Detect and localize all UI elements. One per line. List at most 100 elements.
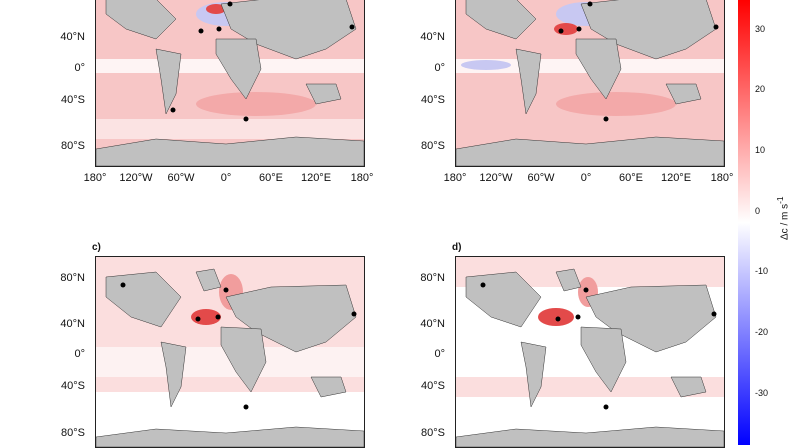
ytick: 40°N xyxy=(420,31,445,43)
ytick: 0° xyxy=(434,348,445,360)
colorbar-tick: 20 xyxy=(755,84,766,94)
xtick: 60°W xyxy=(167,172,195,184)
ytick: 0° xyxy=(74,62,85,74)
colorbar-tick: -10 xyxy=(755,266,769,276)
land-eurasia xyxy=(220,0,357,60)
station-marker xyxy=(223,287,229,293)
ytick: 80°S xyxy=(421,140,445,152)
station-marker xyxy=(576,26,582,32)
land-eurasia xyxy=(585,284,717,353)
land-africa xyxy=(580,326,627,393)
land-greenland xyxy=(195,268,222,292)
colorbar-tick: -30 xyxy=(755,388,769,398)
station-marker xyxy=(713,24,719,30)
colorbar-title-sup: -1 xyxy=(775,196,785,204)
land-eurasia xyxy=(225,284,357,353)
ytick: 40°S xyxy=(61,94,85,106)
land-australia xyxy=(310,376,347,398)
map-d xyxy=(455,256,725,448)
colorbar-title: Δc / m s-1 xyxy=(775,196,790,240)
land-antarctica xyxy=(96,426,364,447)
colorbar-tick: 10 xyxy=(755,145,766,155)
ytick: 80°N xyxy=(420,272,445,284)
map-b xyxy=(455,0,725,167)
ytick: 80°N xyxy=(60,272,85,284)
xtick: 120°E xyxy=(300,172,332,184)
station-marker xyxy=(215,314,221,320)
land-south-america xyxy=(155,48,182,115)
station-marker xyxy=(711,311,717,317)
map-a-svg xyxy=(96,0,364,166)
land-africa xyxy=(220,326,267,393)
xtick: 120°W xyxy=(479,172,513,184)
station-marker xyxy=(603,404,609,410)
xtick: 180° xyxy=(83,172,107,184)
land-south-america xyxy=(520,341,547,408)
map-b-svg xyxy=(456,0,724,166)
station-marker xyxy=(555,316,561,322)
station-marker xyxy=(227,1,233,7)
station-marker xyxy=(603,116,609,122)
xtick: 60°E xyxy=(259,172,283,184)
colorbar-tick: -20 xyxy=(755,327,769,337)
land-south-america xyxy=(515,48,542,115)
land-antarctica xyxy=(456,136,724,166)
ytick: 40°N xyxy=(60,318,85,330)
colorbar xyxy=(738,0,750,445)
xtick: 60°E xyxy=(619,172,643,184)
station-marker xyxy=(558,28,564,34)
ytick: 80°S xyxy=(61,140,85,152)
station-marker xyxy=(351,311,357,317)
land-eurasia xyxy=(580,0,717,60)
xtick: 0° xyxy=(220,172,232,184)
land-australia xyxy=(670,376,707,398)
land-south-america xyxy=(160,341,187,408)
ytick: 40°S xyxy=(61,380,85,392)
land-antarctica xyxy=(96,136,364,166)
map-c-svg xyxy=(96,257,364,447)
xtick: 180° xyxy=(443,172,467,184)
xtick: 120°W xyxy=(119,172,153,184)
station-marker xyxy=(198,28,204,34)
station-marker xyxy=(170,107,176,113)
ytick: 80°S xyxy=(421,427,445,439)
colorbar-tick: 0 xyxy=(755,206,761,216)
map-d-svg xyxy=(456,257,724,447)
ytick: 0° xyxy=(74,348,85,360)
land-greenland xyxy=(555,268,582,292)
station-marker xyxy=(243,404,249,410)
station-marker xyxy=(587,1,593,7)
colorbar-title-text: Δc / m s xyxy=(779,203,791,240)
land-north-america xyxy=(465,0,537,40)
station-marker xyxy=(575,314,581,320)
colorbar-tick: 30 xyxy=(755,24,766,34)
land-africa xyxy=(215,38,262,100)
land-australia xyxy=(665,83,702,105)
station-marker xyxy=(195,316,201,322)
land-africa xyxy=(575,38,622,100)
ytick: 40°N xyxy=(60,31,85,43)
ytick: 40°S xyxy=(421,94,445,106)
xtick: 120°E xyxy=(660,172,692,184)
station-marker xyxy=(349,24,355,30)
panel-label: d) xyxy=(452,242,462,253)
xtick: 60°W xyxy=(527,172,555,184)
station-marker xyxy=(216,26,222,32)
station-marker xyxy=(480,282,486,288)
station-marker xyxy=(583,287,589,293)
land-antarctica xyxy=(456,426,724,447)
xtick: 180° xyxy=(710,172,734,184)
land-north-america xyxy=(105,0,177,40)
land-australia xyxy=(305,83,342,105)
station-marker xyxy=(243,116,249,122)
panel-label: c) xyxy=(92,242,101,253)
station-marker xyxy=(120,282,126,288)
xtick: 180° xyxy=(350,172,374,184)
ytick: 0° xyxy=(434,62,445,74)
xtick: 0° xyxy=(580,172,592,184)
ytick: 40°N xyxy=(420,318,445,330)
ytick: 80°S xyxy=(61,427,85,439)
ytick: 40°S xyxy=(421,380,445,392)
map-a xyxy=(95,0,365,167)
map-c xyxy=(95,256,365,448)
